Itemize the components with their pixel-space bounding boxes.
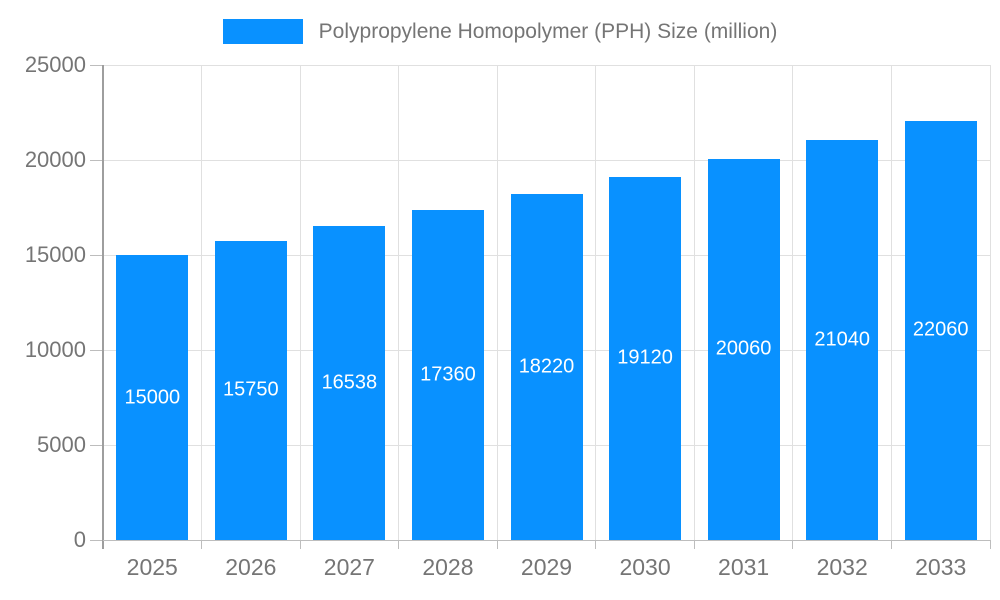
gridline-vertical [890,65,892,540]
gridline-vertical [496,65,498,540]
gridline-vertical [595,65,597,540]
x-axis-tick-label: 2029 [520,554,573,580]
y-axis-tick-label: 5000 [37,432,86,457]
x-axis-tick-label: 2026 [225,554,277,580]
x-axis-line [103,540,990,541]
gridline-vertical [201,65,203,540]
gridline-vertical [989,65,991,540]
x-axis-tick [989,540,991,549]
x-axis-tick [299,540,301,549]
y-axis-tick-label: 25000 [24,52,86,77]
x-axis-tick [792,540,794,549]
bar: 22060 [904,120,977,540]
bar-value-label: 17360 [420,363,476,386]
gridline-horizontal [103,159,990,161]
y-axis-tick [90,64,102,66]
x-axis-tick-label: 2025 [126,554,178,580]
bar-value-label: 16538 [321,371,378,394]
y-axis-tick-label: 0 [73,527,86,552]
y-axis-tick [90,444,102,446]
bar-value-label: 19120 [617,346,673,369]
y-axis-tick-label: 20000 [24,147,86,172]
y-axis-tick [90,254,102,256]
gridline-vertical [299,65,301,540]
x-axis-tick [398,540,400,549]
x-axis-tick-label: 2033 [915,554,967,580]
x-axis-tick [595,540,597,549]
x-axis-tick [693,540,695,549]
gridline-vertical [693,65,695,540]
gridline-vertical [792,65,794,540]
bar: 21040 [806,140,879,540]
bar: 15750 [214,240,287,540]
bar: 16538 [313,225,386,540]
legend[interactable]: Polypropylene Homopolymer (PPH) Size (mi… [0,19,1000,44]
gridline-horizontal [103,64,990,66]
bar: 19120 [609,176,682,540]
x-axis-tick-label: 2030 [619,554,671,580]
legend-label: Polypropylene Homopolymer (PPH) Size (mi… [318,19,778,43]
y-axis-line [102,65,104,549]
legend-swatch [222,19,303,44]
bar-value-label: 18220 [518,355,575,378]
x-axis-tick-label: 2032 [816,554,868,580]
gridline-vertical [398,65,400,540]
x-axis-tick [496,540,498,549]
bar-value-label: 15000 [124,386,181,408]
y-axis-tick [90,539,102,541]
x-axis-tick-label: 2031 [718,554,770,580]
bar-value-label: 22060 [912,318,969,341]
y-axis-tick-label: 10000 [24,337,86,362]
x-axis-tick-label: 2027 [323,554,375,580]
bar-value-label: 21040 [814,328,870,351]
y-axis-tick [90,349,102,351]
bar-value-label: 20060 [715,337,772,360]
y-axis-tick-label: 15000 [24,242,86,267]
x-axis-tick-label: 2028 [422,554,474,580]
bar: 20060 [707,158,780,540]
x-axis-tick [201,540,203,549]
x-axis-tick [890,540,892,549]
bar: 18220 [510,193,583,540]
y-axis-tick [90,159,102,161]
bar: 17360 [411,210,484,540]
bar-value-label: 15750 [223,378,279,401]
bar: 15000 [116,255,189,540]
plot-area: 0 5000 10000 15000 20000 25000 15000 2025 15750 2… [25,52,991,580]
